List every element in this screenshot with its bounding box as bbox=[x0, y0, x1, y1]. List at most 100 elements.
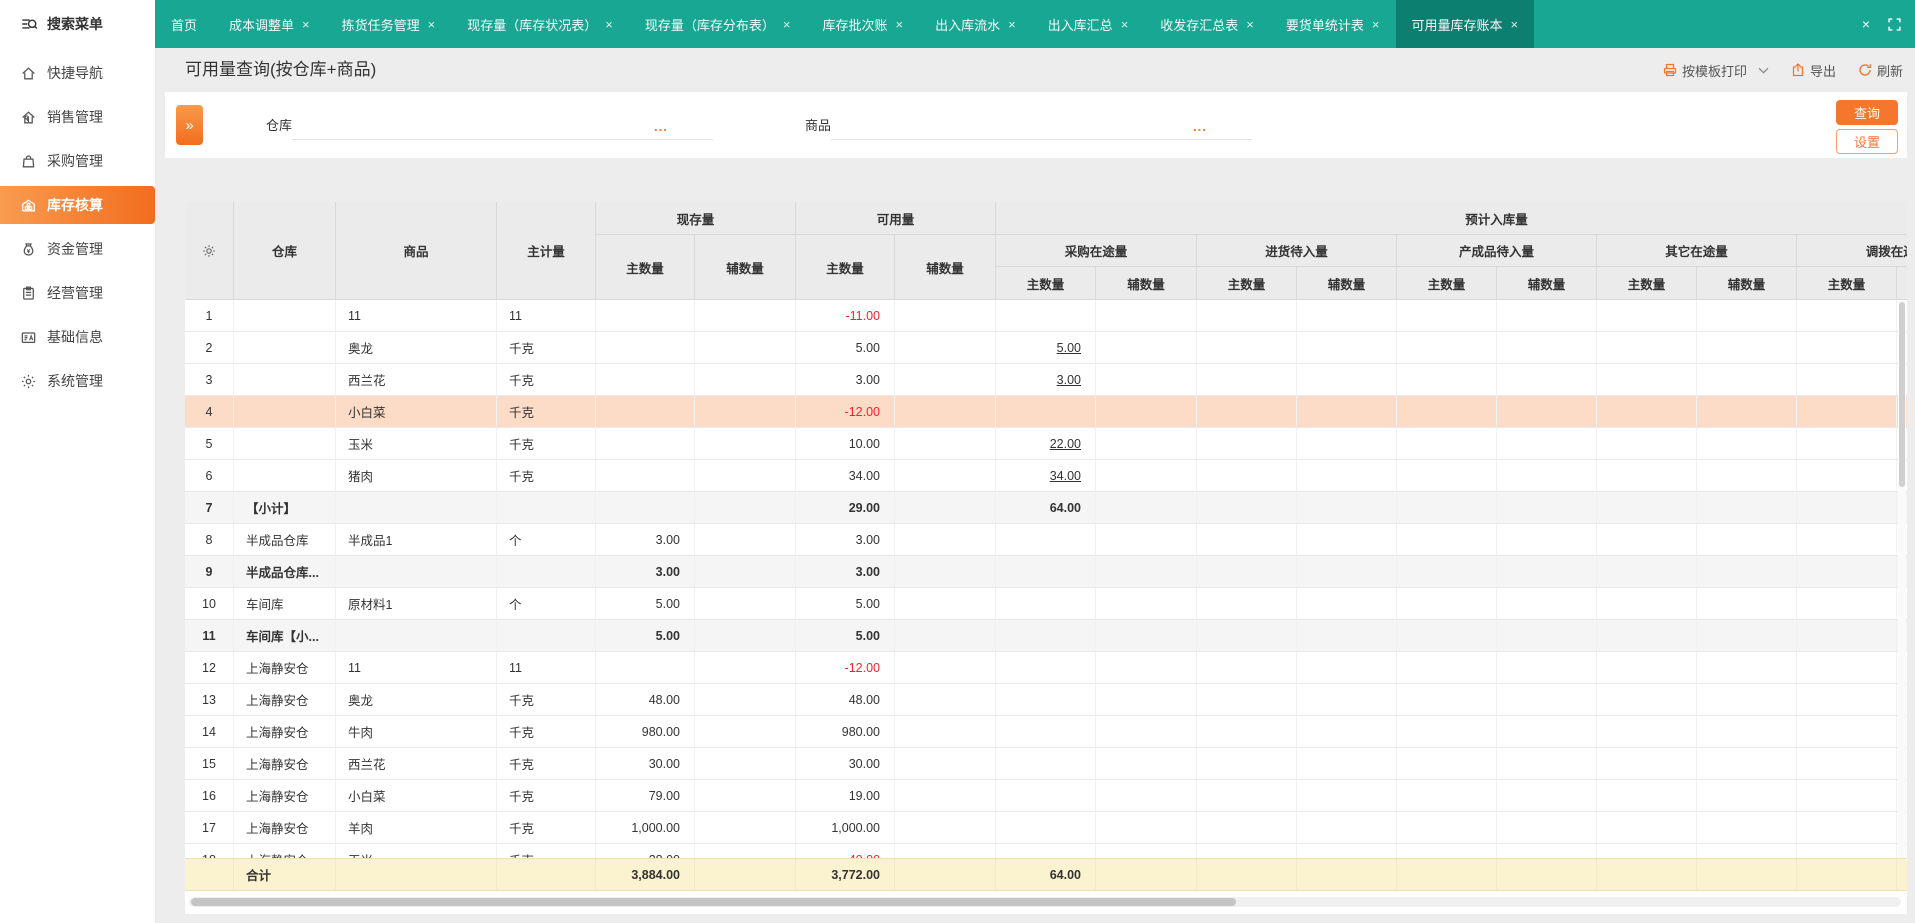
product-picker-ellipsis[interactable]: ... bbox=[1193, 119, 1207, 134]
sidebar-item-3[interactable]: 采购管理 bbox=[0, 142, 155, 180]
header-incoming[interactable]: 进货待入量 bbox=[1197, 235, 1397, 267]
header-finished-main[interactable]: 主数量 bbox=[1397, 267, 1497, 300]
header-available-aux[interactable]: 辅数量 bbox=[895, 235, 996, 300]
table-row[interactable]: 3 西兰花 千克 3.00 3.00 bbox=[185, 364, 1907, 396]
header-group-finished: 产成品待入量 主数量 辅数量 bbox=[1397, 235, 1597, 300]
header-transfer-aux[interactable]: 辅数量 bbox=[1897, 267, 1907, 300]
tab-close-icon[interactable]: × bbox=[782, 16, 791, 32]
chevron-down-icon[interactable] bbox=[1758, 67, 1769, 74]
tab-item[interactable]: 成本调整单 × bbox=[213, 0, 326, 48]
cell-other_main bbox=[1597, 716, 1697, 747]
table-row[interactable]: 18上海静安仓玉米千克28.00 -40.00 bbox=[185, 844, 1907, 858]
table-row[interactable]: 13 上海静安仓 奥龙 千克 48.00 48.00 bbox=[185, 684, 1907, 716]
table-row[interactable]: 6 猪肉 千克 34.00 34.00 bbox=[185, 460, 1907, 492]
header-transfer-main[interactable]: 主数量 bbox=[1797, 267, 1897, 300]
table-row[interactable]: 10 车间库 原材料1 个 5.00 5.00 bbox=[185, 588, 1907, 620]
table-row[interactable]: 16 上海静安仓 小白菜 千克 79.00 19.00 bbox=[185, 780, 1907, 812]
tab-close-icon[interactable]: × bbox=[895, 16, 904, 32]
tab-item[interactable]: 收发存汇总表 × bbox=[1144, 0, 1270, 48]
tab-close-icon[interactable]: × bbox=[1246, 16, 1254, 32]
header-po-aux[interactable]: 辅数量 bbox=[1096, 267, 1197, 300]
tab-item[interactable]: 出入库流水 × bbox=[919, 0, 1032, 48]
cell-link-po_main[interactable]: 3.00 bbox=[996, 364, 1096, 395]
tab-item[interactable]: 现存量（库存状况表） × bbox=[451, 0, 629, 48]
cell-product: 西兰花 bbox=[336, 748, 497, 779]
table-row[interactable]: 2 奥龙 千克 5.00 5.00 bbox=[185, 332, 1907, 364]
tab-close-icon[interactable]: × bbox=[1371, 16, 1380, 32]
warehouse-picker-ellipsis[interactable]: ... bbox=[654, 119, 668, 134]
sidebar-search-menu[interactable]: 搜索菜单 bbox=[0, 0, 155, 48]
header-stock-main[interactable]: 主数量 bbox=[596, 235, 695, 300]
tab-item[interactable]: 拣货任务管理 × bbox=[326, 0, 452, 48]
cell-link-po_main[interactable]: 5.00 bbox=[996, 332, 1096, 363]
collapse-panel-button[interactable]: » bbox=[176, 105, 203, 145]
tab-close-icon[interactable]: × bbox=[302, 16, 310, 32]
fullscreen-icon[interactable] bbox=[1888, 17, 1901, 31]
table-row[interactable]: 17 上海静安仓 羊肉 千克 1,000.00 1,000.00 bbox=[185, 812, 1907, 844]
header-po-main[interactable]: 主数量 bbox=[996, 267, 1096, 300]
table-row[interactable]: 8 半成品仓库 半成品1 个 3.00 3.00 bbox=[185, 524, 1907, 556]
table-row[interactable]: 9 半成品仓库... 3.00 3.00 bbox=[185, 556, 1907, 588]
table-row[interactable]: 15 上海静安仓 西兰花 千克 30.00 30.00 bbox=[185, 748, 1907, 780]
header-finished-aux[interactable]: 辅数量 bbox=[1497, 267, 1597, 300]
sidebar-item-6[interactable]: 经营管理 bbox=[0, 274, 155, 312]
sidebar-item-1[interactable]: 快捷导航 bbox=[0, 54, 155, 92]
header-incoming-aux[interactable]: 辅数量 bbox=[1297, 267, 1397, 300]
header-other-transit[interactable]: 其它在途量 bbox=[1597, 235, 1797, 267]
header-expected[interactable]: 预计入库量 bbox=[996, 202, 1907, 235]
header-available-main[interactable]: 主数量 bbox=[796, 235, 895, 300]
sidebar-item-8[interactable]: 系统管理 bbox=[0, 362, 155, 400]
header-stock-aux[interactable]: 辅数量 bbox=[695, 235, 796, 300]
cell-link-po_main[interactable]: 34.00 bbox=[996, 460, 1096, 491]
header-po-transit[interactable]: 采购在途量 bbox=[996, 235, 1197, 267]
header-product[interactable]: 商品 bbox=[336, 202, 497, 300]
header-other-aux[interactable]: 辅数量 bbox=[1697, 267, 1797, 300]
table-total-row[interactable]: 合计 3,884.00 3,772.00 64.00 bbox=[185, 858, 1907, 891]
tab-item[interactable]: 出入库汇总 × bbox=[1032, 0, 1145, 48]
sidebar-item-7[interactable]: 基础信息 bbox=[0, 318, 155, 356]
tab-close-icon[interactable]: × bbox=[1008, 16, 1016, 32]
cell-link-po_main[interactable]: 22.00 bbox=[996, 428, 1096, 459]
header-other-main[interactable]: 主数量 bbox=[1597, 267, 1697, 300]
table-row[interactable]: 7 【小计】 29.00 64.00 bbox=[185, 492, 1907, 524]
tab-item[interactable]: 库存批次账 × bbox=[806, 0, 919, 48]
cell-stock_main: 48.00 bbox=[596, 684, 695, 715]
table-row[interactable]: 12 上海静安仓 11 11 -12.00 bbox=[185, 652, 1907, 684]
sidebar-item-4[interactable]: 库存核算 bbox=[0, 186, 155, 224]
table-row[interactable]: 5 玉米 千克 10.00 22.00 bbox=[185, 428, 1907, 460]
vertical-scrollbar-thumb[interactable] bbox=[1899, 302, 1905, 487]
close-icon[interactable]: × bbox=[1861, 16, 1870, 32]
sidebar-item-5[interactable]: 资金管理 bbox=[0, 230, 155, 268]
tab-item[interactable]: 现存量（库存分布表） × bbox=[629, 0, 807, 48]
tab-item[interactable]: 要货单统计表 × bbox=[1270, 0, 1396, 48]
tab-close-icon[interactable]: × bbox=[1510, 16, 1519, 32]
table-row[interactable]: 14 上海静安仓 牛肉 千克 980.00 980.00 bbox=[185, 716, 1907, 748]
product-input[interactable] bbox=[831, 114, 1253, 140]
print-by-template-button[interactable]: 按模板打印 bbox=[1663, 61, 1769, 80]
sidebar-item-2[interactable]: 销售管理 bbox=[0, 98, 155, 136]
header-unit[interactable]: 主计量 bbox=[497, 202, 596, 300]
query-button[interactable]: 查询 bbox=[1836, 100, 1898, 125]
header-stock[interactable]: 现存量 bbox=[596, 202, 796, 235]
header-available[interactable]: 可用量 bbox=[796, 202, 996, 235]
warehouse-input[interactable] bbox=[292, 114, 714, 140]
tab-item[interactable]: 首页 bbox=[155, 0, 213, 48]
settings-button[interactable]: 设置 bbox=[1836, 129, 1898, 154]
table-row[interactable]: 1 11 11 -11.00 bbox=[185, 300, 1907, 332]
cell-other_aux bbox=[1697, 716, 1797, 747]
header-incoming-main[interactable]: 主数量 bbox=[1197, 267, 1297, 300]
table-row[interactable]: 11 车间库【小... 5.00 5.00 bbox=[185, 620, 1907, 652]
warehouse-label: 仓库 bbox=[266, 118, 293, 133]
refresh-button[interactable]: 刷新 bbox=[1858, 61, 1903, 80]
horizontal-scrollbar-thumb[interactable] bbox=[191, 898, 1236, 906]
tab-item[interactable]: 可用量库存账本 × bbox=[1395, 0, 1535, 48]
header-transfer-transit[interactable]: 调拨在途量 bbox=[1797, 235, 1907, 267]
header-finished[interactable]: 产成品待入量 bbox=[1397, 235, 1597, 267]
settings-gear-icon[interactable] bbox=[185, 202, 234, 300]
tab-close-icon[interactable]: × bbox=[1120, 16, 1129, 32]
table-row[interactable]: 4 小白菜 千克 -12.00 bbox=[185, 396, 1907, 428]
tab-close-icon[interactable]: × bbox=[605, 16, 613, 32]
tab-close-icon[interactable]: × bbox=[427, 16, 436, 32]
export-button[interactable]: 导出 bbox=[1791, 61, 1836, 80]
header-warehouse[interactable]: 仓库 bbox=[234, 202, 336, 300]
